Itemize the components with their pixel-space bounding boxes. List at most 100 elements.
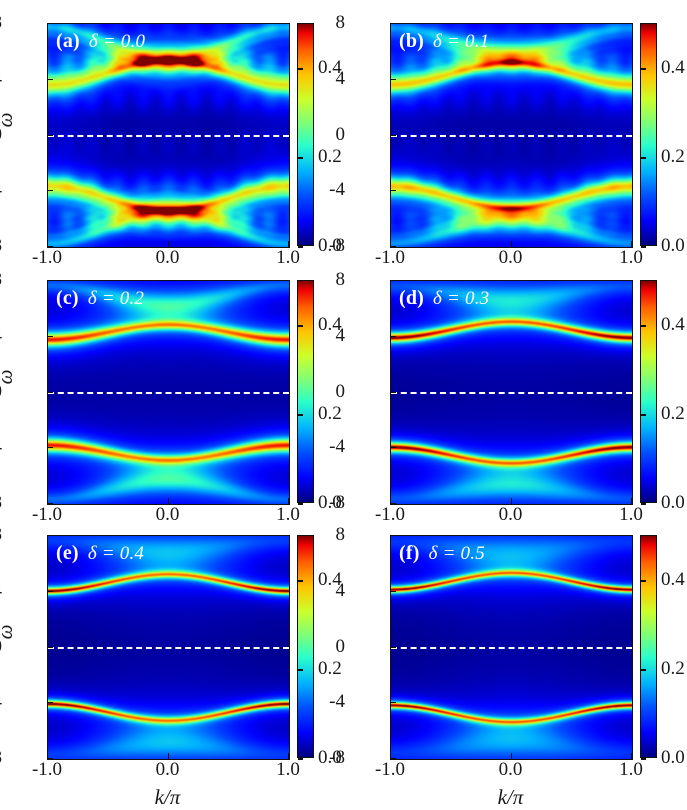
y-tick-label: -4 xyxy=(0,692,2,711)
y-tick-mark xyxy=(390,503,396,504)
y-tick-mark xyxy=(390,280,396,281)
colorbar: 0.4 0.2 0.0 xyxy=(640,280,685,512)
panel-a: (a)δ = 0.0840-4-8-1.00.01.0ω0.40.20.0 xyxy=(0,8,343,269)
x-axis-label: k/π xyxy=(154,785,181,809)
colorbar-tick-label: 0.0 xyxy=(318,492,342,513)
colorbar: 0.4 0.2 0.0 xyxy=(297,23,342,255)
x-tick-mark xyxy=(390,498,391,504)
heatmap-plot-area xyxy=(390,535,633,760)
colorbar-tick-label: 0.0 xyxy=(661,492,685,513)
panel-f: (f) δ = 0.5 8 4 0 -4 -8 -1.0 0.0 1.0 k/π 0.4 0.2 0.0 xyxy=(329,520,686,809)
y-tick-label: 8 xyxy=(335,269,346,290)
colorbar-tick-mark xyxy=(641,668,646,671)
heatmap-plot-area xyxy=(390,23,633,248)
y-tick-label: -8 xyxy=(0,493,2,512)
colorbar-tick-label: 0.2 xyxy=(318,402,342,424)
colorbar: 0.4 0.2 0.0 xyxy=(640,535,685,767)
y-tick-label: -4 xyxy=(0,437,2,456)
colorbar-tick-mark xyxy=(641,413,646,416)
colorbar-tick-label: 0.4 xyxy=(318,56,342,78)
x-tick-mark xyxy=(510,498,512,504)
y-tick-label: 0 xyxy=(335,380,346,402)
y-tick-mark xyxy=(390,190,396,192)
colorbar-tick-mark xyxy=(298,324,303,327)
x-tick-label: -1.0 xyxy=(374,759,406,780)
y-tick-mark xyxy=(47,78,53,80)
y-tick-mark xyxy=(47,280,53,281)
colorbar-tick-label: 0.2 xyxy=(318,657,342,679)
y-tick-label: 4 xyxy=(0,326,2,345)
colorbar-tick-mark xyxy=(298,503,303,505)
colorbar-tick-label: 0.0 xyxy=(661,235,685,256)
heatmap-plot-area xyxy=(47,535,290,760)
colorbar-tick-label: 0.4 xyxy=(661,313,685,335)
x-axis-label: k/π xyxy=(497,785,524,809)
colorbar-tick-mark xyxy=(298,668,303,671)
y-tick-label: -4 xyxy=(329,691,345,713)
x-tick-label: 0.0 xyxy=(498,247,523,268)
y-tick-mark xyxy=(47,702,53,704)
x-tick-label: -1.0 xyxy=(31,247,63,268)
x-tick-label: 1.0 xyxy=(276,504,300,525)
colorbar-tick-label: 0.2 xyxy=(318,145,342,167)
colorbar-tick-label: 0.4 xyxy=(318,313,342,335)
x-tick-mark xyxy=(288,241,289,247)
heatmap-plot-area xyxy=(47,280,290,505)
y-tick-label: -4 xyxy=(0,180,2,199)
y-tick-label: 4 xyxy=(335,579,346,601)
y-tick-label: -4 xyxy=(329,436,345,458)
colorbar-gradient xyxy=(297,280,314,503)
colorbar-tick-label: 0.2 xyxy=(661,145,685,167)
y-axis-label: ω xyxy=(0,625,18,640)
x-tick-label: 0.0 xyxy=(155,759,180,780)
y-tick-mark xyxy=(47,23,53,24)
y-tick-mark xyxy=(47,447,53,449)
y-tick-label: 0 xyxy=(335,123,346,145)
x-tick-label: -1.0 xyxy=(31,504,63,525)
y-tick-mark xyxy=(390,246,396,247)
y-tick-mark xyxy=(390,134,396,136)
spectral-function-figure: (a)δ = 0.0840-4-8-1.00.01.0ω0.40.20.0(b)… xyxy=(0,8,686,809)
y-tick-mark xyxy=(390,535,396,536)
colorbar: 0.4 0.2 0.0 xyxy=(297,280,342,512)
heatmap-plot-area xyxy=(47,23,290,248)
y-tick-mark xyxy=(47,503,53,504)
y-tick-mark xyxy=(390,702,396,704)
colorbar-gradient xyxy=(640,280,657,503)
colorbar-tick-mark xyxy=(641,246,646,248)
y-tick-label: -8 xyxy=(329,235,345,256)
colorbar-tick-label: 0.2 xyxy=(661,402,685,424)
y-tick-mark xyxy=(47,134,53,136)
x-tick-mark xyxy=(390,241,391,247)
colorbar-tick-label: 0.4 xyxy=(318,568,342,590)
colorbar: 0.4 0.2 0.0 xyxy=(640,23,685,255)
colorbar-tick-mark xyxy=(298,156,303,159)
panel-e: (e)δ = 0.4840-4-8-1.00.01.0ωk/π0.40.20.0 xyxy=(0,520,343,809)
x-tick-mark xyxy=(167,498,169,504)
colorbar-tick-mark xyxy=(641,758,646,760)
x-tick-mark xyxy=(47,498,48,504)
y-tick-label: 8 xyxy=(335,524,346,545)
x-tick-mark xyxy=(631,498,632,504)
y-tick-mark xyxy=(390,391,396,393)
y-tick-label: -8 xyxy=(0,236,2,255)
colorbar-tick-mark xyxy=(641,579,646,582)
colorbar-tick-mark xyxy=(298,579,303,582)
y-tick-label: 4 xyxy=(0,581,2,600)
x-tick-mark xyxy=(631,753,632,759)
y-tick-mark xyxy=(47,646,53,648)
x-tick-label: -1.0 xyxy=(31,759,63,780)
panel-c: (c)δ = 0.2840-4-8-1.00.01.0ω0.40.20.0 xyxy=(0,265,343,526)
x-tick-label: 0.0 xyxy=(155,504,180,525)
y-tick-mark xyxy=(390,78,396,80)
colorbar-gradient xyxy=(297,535,314,758)
x-tick-label: 1.0 xyxy=(619,247,643,268)
x-tick-mark xyxy=(47,753,48,759)
x-tick-mark xyxy=(167,753,169,759)
y-axis-label: ω xyxy=(0,113,18,128)
x-tick-mark xyxy=(167,241,169,247)
colorbar-tick-mark xyxy=(641,503,646,505)
colorbar-tick-mark xyxy=(298,67,303,70)
y-tick-mark xyxy=(390,23,396,24)
y-axis-label: ω xyxy=(0,370,18,385)
